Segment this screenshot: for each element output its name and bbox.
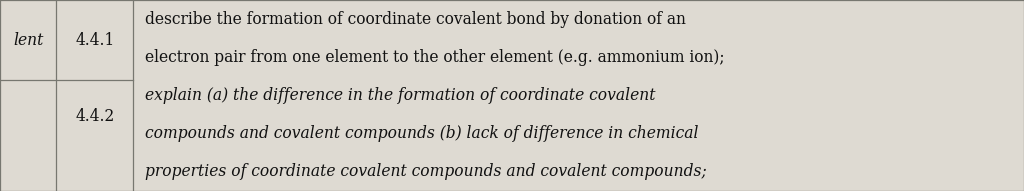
Text: 4.4.1: 4.4.1 bbox=[75, 32, 115, 49]
Bar bbox=[133, 0, 1024, 191]
Text: describe the formation of coordinate covalent bond by donation of an: describe the formation of coordinate cov… bbox=[145, 11, 686, 28]
Text: electron pair from one element to the other element (e.g. ammonium ion);: electron pair from one element to the ot… bbox=[145, 49, 725, 66]
Bar bbox=[56, 0, 133, 191]
Text: properties of coordinate covalent compounds and covalent compounds;: properties of coordinate covalent compou… bbox=[145, 163, 708, 180]
Text: lent: lent bbox=[13, 32, 43, 49]
Text: compounds and covalent compounds (b) lack of difference in chemical: compounds and covalent compounds (b) lac… bbox=[145, 125, 699, 142]
Bar bbox=[0, 0, 56, 191]
Text: 4.4.2: 4.4.2 bbox=[75, 108, 115, 125]
Text: explain (a) the difference in the formation of coordinate covalent: explain (a) the difference in the format… bbox=[145, 87, 656, 104]
